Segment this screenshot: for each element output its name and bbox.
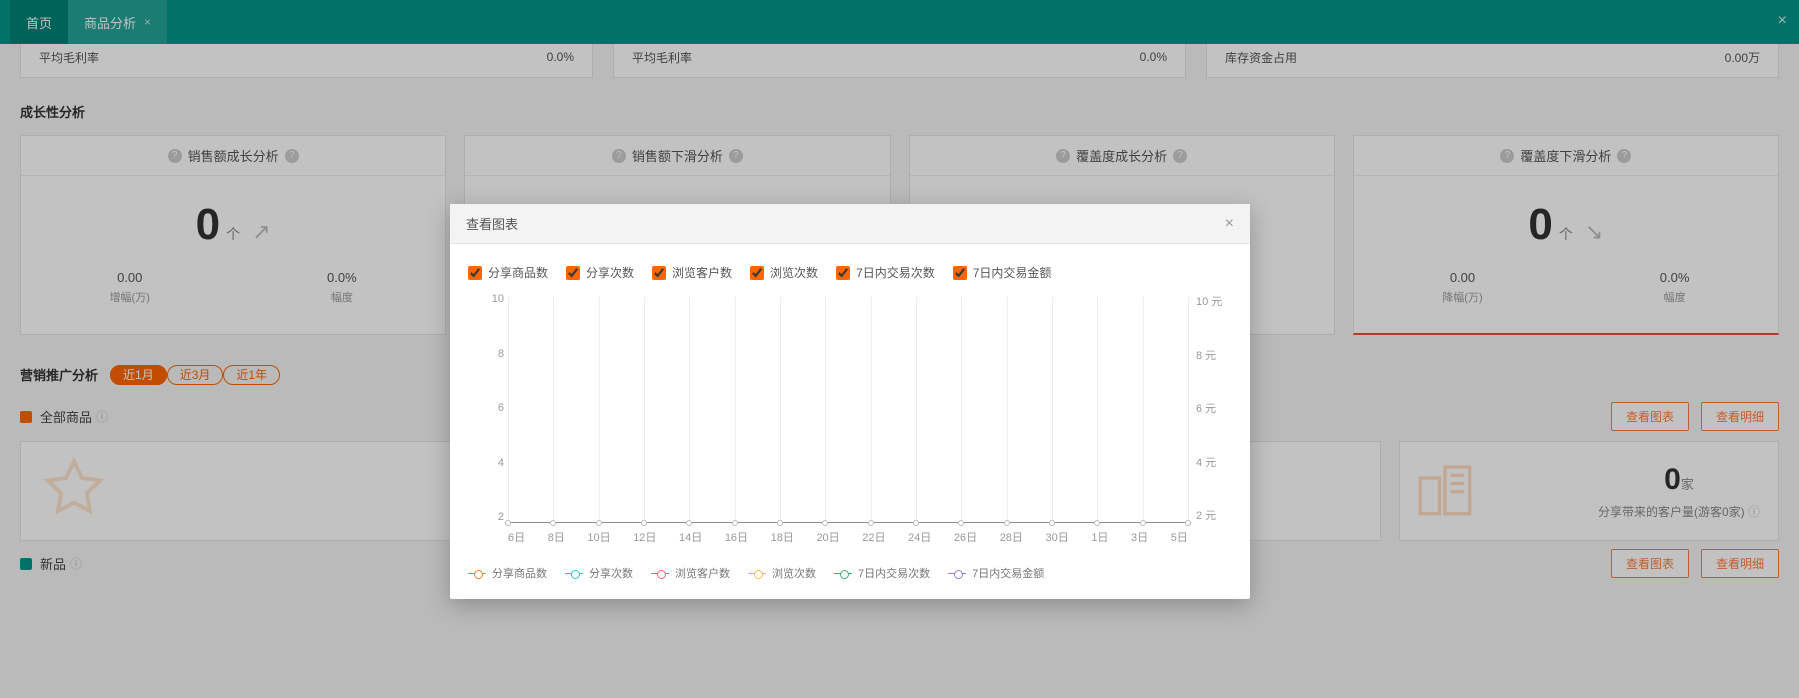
checkbox-label: 7日内交易次数: [856, 264, 935, 281]
series-checkbox[interactable]: 7日内交易金额: [953, 264, 1052, 281]
y-left-tick: 4: [468, 457, 504, 469]
checkbox-input[interactable]: [836, 266, 850, 280]
x-tick-label: 6日: [508, 529, 525, 551]
x-tick-label: 16日: [725, 529, 748, 551]
y-left-tick: 2: [468, 511, 504, 523]
series-checkbox[interactable]: 7日内交易次数: [836, 264, 935, 281]
legend-item[interactable]: 7日内交易次数: [834, 565, 930, 581]
grid-line: [644, 297, 645, 523]
y-left-tick: 10: [468, 293, 504, 305]
grid-line: [961, 297, 962, 523]
checkbox-label: 分享商品数: [488, 264, 548, 281]
legend-swatch: [834, 573, 852, 574]
x-tick-label: 12日: [633, 529, 656, 551]
series-checkbox[interactable]: 分享商品数: [468, 264, 548, 281]
grid-line: [553, 297, 554, 523]
series-checkbox[interactable]: 浏览客户数: [652, 264, 732, 281]
data-marker: [596, 520, 602, 526]
grid-line: [1143, 297, 1144, 523]
checkbox-input[interactable]: [468, 266, 482, 280]
legend-label: 7日内交易金额: [972, 565, 1044, 581]
legend-swatch: [651, 573, 669, 574]
grid-line: [508, 297, 509, 523]
legend-swatch: [948, 573, 966, 574]
checkbox-label: 分享次数: [586, 264, 634, 281]
grid-line: [1052, 297, 1053, 523]
data-marker: [777, 520, 783, 526]
legend-label: 浏览客户数: [675, 565, 730, 581]
x-tick-label: 5日: [1171, 529, 1188, 551]
data-marker: [868, 520, 874, 526]
legend-item[interactable]: 分享商品数: [468, 565, 547, 581]
data-marker: [686, 520, 692, 526]
checkbox-label: 浏览客户数: [672, 264, 732, 281]
data-marker: [550, 520, 556, 526]
legend-label: 7日内交易次数: [858, 565, 930, 581]
y-right-tick: 10 元: [1196, 293, 1232, 309]
x-tick-label: 24日: [908, 529, 931, 551]
chart-modal: 查看图表 × 分享商品数分享次数浏览客户数浏览次数7日内交易次数7日内交易金额 …: [450, 204, 1250, 599]
line-chart: 10 8 6 4 2 10 元 8 元 6 元 4 元 2 元 6日 8日 10日 12日 14日 16日…: [468, 293, 1232, 551]
y-left-tick: 6: [468, 402, 504, 414]
x-tick-label: 3日: [1131, 529, 1148, 551]
series-checkbox[interactable]: 分享次数: [566, 264, 634, 281]
data-marker: [1004, 520, 1010, 526]
grid-line: [735, 297, 736, 523]
x-tick-label: 10日: [587, 529, 610, 551]
y-right-tick: 8 元: [1196, 347, 1232, 363]
checkbox-input[interactable]: [652, 266, 666, 280]
x-tick-label: 8日: [548, 529, 565, 551]
legend-item[interactable]: 7日内交易金额: [948, 565, 1044, 581]
x-tick-label: 14日: [679, 529, 702, 551]
x-tick-label: 22日: [862, 529, 885, 551]
x-tick-label: 1日: [1091, 529, 1108, 551]
grid-line: [1097, 297, 1098, 523]
data-marker: [822, 520, 828, 526]
legend-item[interactable]: 浏览客户数: [651, 565, 730, 581]
grid-line: [780, 297, 781, 523]
y-right-tick: 2 元: [1196, 507, 1232, 523]
x-tick-label: 26日: [954, 529, 977, 551]
y-right-tick: 4 元: [1196, 454, 1232, 470]
data-marker: [1185, 520, 1191, 526]
legend-label: 分享商品数: [492, 565, 547, 581]
checkbox-input[interactable]: [566, 266, 580, 280]
checkbox-label: 7日内交易金额: [973, 264, 1052, 281]
checkbox-input[interactable]: [953, 266, 967, 280]
x-tick-label: 30日: [1046, 529, 1069, 551]
data-marker: [641, 520, 647, 526]
legend-label: 浏览次数: [772, 565, 816, 581]
grid-line: [689, 297, 690, 523]
x-tick-label: 20日: [816, 529, 839, 551]
grid-line: [916, 297, 917, 523]
checkbox-label: 浏览次数: [770, 264, 818, 281]
data-marker: [1094, 520, 1100, 526]
legend-swatch: [468, 573, 486, 574]
x-tick-label: 28日: [1000, 529, 1023, 551]
data-marker: [958, 520, 964, 526]
data-marker: [1140, 520, 1146, 526]
grid-line: [871, 297, 872, 523]
legend-swatch: [748, 573, 766, 574]
modal-title: 查看图表: [466, 214, 518, 233]
y-right-tick: 6 元: [1196, 400, 1232, 416]
y-left-tick: 8: [468, 348, 504, 360]
legend-item[interactable]: 浏览次数: [748, 565, 816, 581]
legend-label: 分享次数: [589, 565, 633, 581]
data-marker: [732, 520, 738, 526]
data-marker: [1049, 520, 1055, 526]
legend-item[interactable]: 分享次数: [565, 565, 633, 581]
data-marker: [505, 520, 511, 526]
legend-swatch: [565, 573, 583, 574]
grid-line: [825, 297, 826, 523]
grid-line: [1188, 297, 1189, 523]
data-marker: [913, 520, 919, 526]
grid-line: [599, 297, 600, 523]
series-checkbox[interactable]: 浏览次数: [750, 264, 818, 281]
grid-line: [1007, 297, 1008, 523]
checkbox-input[interactable]: [750, 266, 764, 280]
x-tick-label: 18日: [771, 529, 794, 551]
modal-close-icon[interactable]: ×: [1225, 215, 1234, 233]
